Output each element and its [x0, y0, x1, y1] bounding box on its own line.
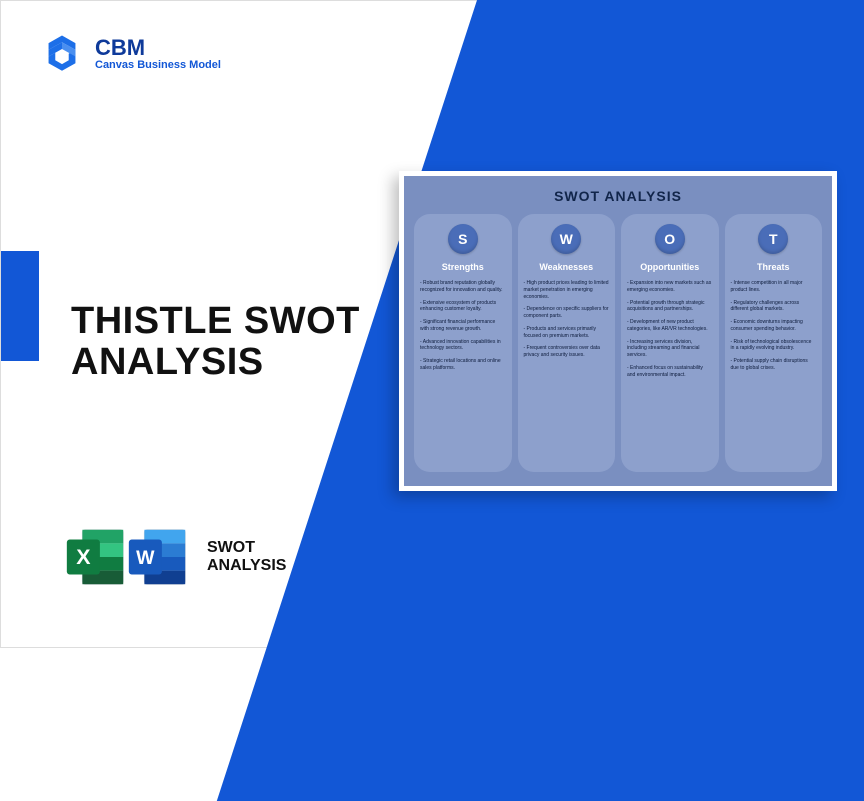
swot-col-items: - Robust brand reputation globally recog…: [420, 280, 506, 378]
swot-badge: O: [655, 224, 685, 254]
cbm-logo-icon: [41, 33, 83, 75]
swot-columns: S Strengths - Robust brand reputation gl…: [414, 214, 822, 472]
swot-col-weaknesses: W Weaknesses - High product prices leadi…: [518, 214, 616, 472]
swot-badge: S: [448, 224, 478, 254]
swot-col-heading: Strengths: [442, 262, 484, 272]
word-icon: W: [123, 522, 193, 592]
svg-text:W: W: [136, 547, 155, 569]
swot-col-opportunities: O Opportunities - Expansion into new mar…: [621, 214, 719, 472]
svg-text:X: X: [76, 545, 91, 569]
file-format-label: SWOTANALYSIS: [207, 539, 286, 576]
swot-col-items: - Expansion into new markets such as eme…: [627, 280, 713, 384]
swot-col-strengths: S Strengths - Robust brand reputation gl…: [414, 214, 512, 472]
page-title: THISTLE SWOTANALYSIS: [71, 301, 360, 383]
brand-logo: CBM Canvas Business Model: [41, 33, 221, 75]
swot-col-heading: Opportunities: [640, 262, 699, 272]
swot-col-heading: Threats: [757, 262, 790, 272]
swot-col-items: - High product prices leading to limited…: [524, 280, 610, 365]
swot-col-threats: T Threats - Intense competition in all m…: [725, 214, 823, 472]
swot-col-heading: Weaknesses: [539, 262, 593, 272]
swot-card-title: SWOT ANALYSIS: [414, 188, 822, 204]
swot-badge: W: [551, 224, 581, 254]
left-accent-tab: [1, 251, 39, 361]
swot-preview-card: SWOT ANALYSIS S Strengths - Robust brand…: [399, 171, 837, 491]
logo-subtitle: Canvas Business Model: [95, 59, 221, 71]
swot-badge: T: [758, 224, 788, 254]
logo-title: CBM: [95, 37, 221, 59]
swot-col-items: - Intense competition in all major produ…: [731, 280, 817, 378]
file-format-icons: X W SWOTANALYSIS: [61, 522, 286, 592]
excel-icon: X: [61, 522, 131, 592]
